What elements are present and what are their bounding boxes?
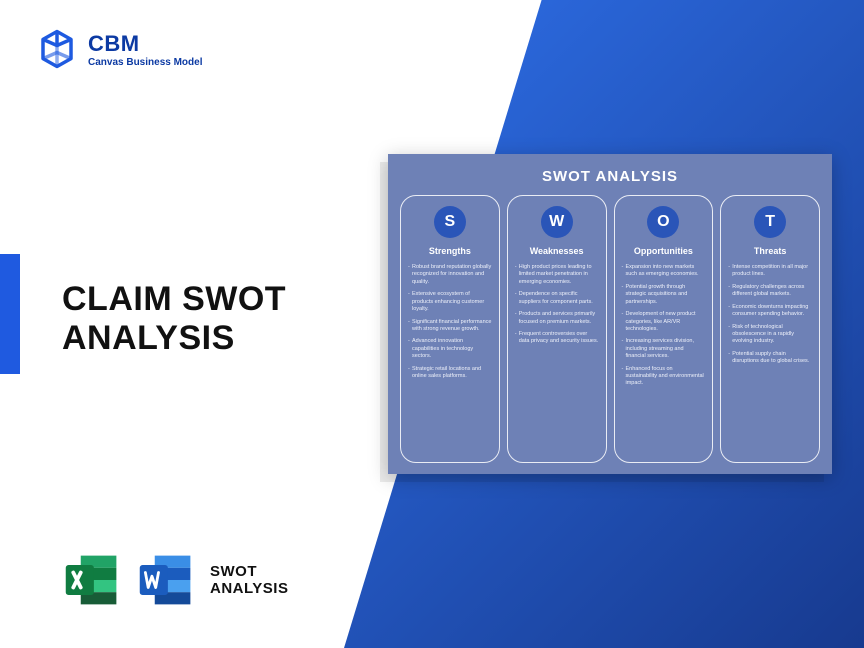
swot-list-item: Risk of technological obsolescence in a … (728, 324, 812, 346)
swot-list: Expansion into new markets such as emerg… (622, 264, 706, 393)
swot-badge: T (754, 206, 786, 238)
swot-list: High product prices leading to limited m… (515, 264, 599, 351)
swot-column-threats: T Threats Intense competition in all major… (720, 195, 820, 463)
swot-list-item: Regulatory challenges across different g… (728, 284, 812, 299)
file-icons-label: SWOTANALYSIS (210, 563, 288, 598)
swot-heading: Threats (754, 246, 787, 256)
logo-subtitle: Canvas Business Model (88, 57, 202, 68)
swot-list-item: Increasing services division, including … (622, 338, 706, 360)
swot-badge: S (434, 206, 466, 238)
swot-list-item: Strategic retail locations and online sa… (408, 366, 492, 381)
accent-side-tab (0, 254, 20, 374)
swot-list-item: Potential supply chain disruptions due t… (728, 351, 812, 366)
swot-list-item: Frequent controversies over data privacy… (515, 331, 599, 346)
swot-list-item: Enhanced focus on sustainability and env… (622, 366, 706, 388)
swot-column-opportunities: O Opportunities Expansion into new markets… (614, 195, 714, 463)
cbm-logo-icon (36, 28, 78, 70)
swot-list-item: Dependence on specific suppliers for com… (515, 291, 599, 306)
swot-card-title: SWOT ANALYSIS (400, 168, 820, 185)
swot-columns: S Strengths Robust brand reputation global… (400, 195, 820, 463)
swot-card: SWOT ANALYSIS S Strengths Robust brand rep… (388, 154, 832, 474)
swot-list-item: Development of new product categories, l… (622, 311, 706, 333)
swot-list-item: Intense competition in all major product… (728, 264, 812, 279)
swot-badge: W (541, 206, 573, 238)
page-title: CLAIM SWOTANALYSIS (62, 280, 286, 358)
excel-icon (62, 550, 122, 610)
swot-list: Robust brand reputation globally recogni… (408, 264, 492, 385)
logo-title: CBM (88, 31, 202, 57)
swot-heading: Weaknesses (530, 246, 584, 256)
file-icons-block: SWOTANALYSIS (62, 550, 288, 610)
swot-heading: Strengths (429, 246, 471, 256)
logo-text: CBM Canvas Business Model (88, 31, 202, 68)
swot-list-item: Products and services primarily focused … (515, 311, 599, 326)
swot-list-item: Economic downturns impacting consumer sp… (728, 304, 812, 319)
word-icon (136, 550, 196, 610)
swot-badge: O (647, 206, 679, 238)
swot-list-item: Potential growth through strategic acqui… (622, 284, 706, 306)
swot-column-weaknesses: W Weaknesses High product prices leading t… (507, 195, 607, 463)
swot-heading: Opportunities (634, 246, 693, 256)
swot-list-item: Advanced innovation capabilities in tech… (408, 338, 492, 360)
logo-block: CBM Canvas Business Model (36, 28, 202, 70)
swot-list-item: Robust brand reputation globally recogni… (408, 264, 492, 286)
swot-list: Intense competition in all major product… (728, 264, 812, 371)
swot-column-strengths: S Strengths Robust brand reputation global… (400, 195, 500, 463)
swot-list-item: Significant financial performance with s… (408, 319, 492, 334)
swot-list-item: Expansion into new markets such as emerg… (622, 264, 706, 279)
swot-list-item: High product prices leading to limited m… (515, 264, 599, 286)
swot-list-item: Extensive ecosystem of products enhancin… (408, 291, 492, 313)
